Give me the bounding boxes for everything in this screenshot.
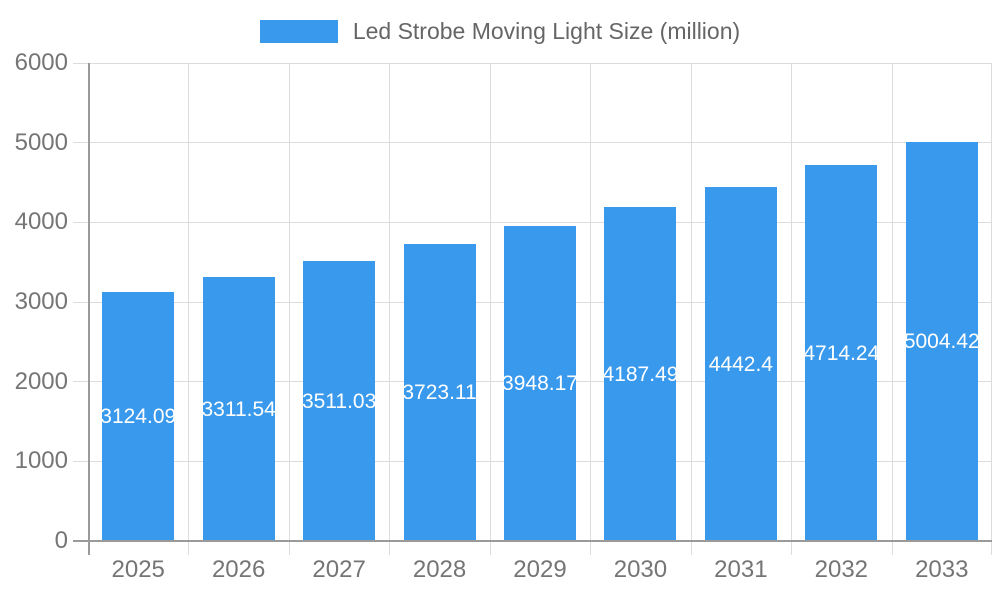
x-axis-line <box>73 539 992 542</box>
y-tick-label: 3000 <box>14 288 68 315</box>
bar-2025[interactable]: 3124.09 <box>102 292 175 541</box>
x-tick-label: 2029 <box>513 556 567 583</box>
legend-swatch-icon <box>259 20 338 43</box>
gridline-vertical <box>590 63 592 555</box>
gridline-vertical <box>188 63 190 555</box>
bar-2029[interactable]: 3948.17 <box>504 226 576 541</box>
y-tick-label: 2000 <box>14 367 68 395</box>
y-tick-label: 5000 <box>14 128 68 156</box>
bar-2033[interactable]: 5004.42 <box>905 142 978 541</box>
bar-value-label: 4714.24 <box>805 341 878 365</box>
x-tick-label: 2028 <box>412 556 467 583</box>
bar-2030[interactable]: 4187.49 <box>604 207 677 541</box>
bar-value-label: 4442.4 <box>708 352 773 376</box>
gridline-vertical <box>891 63 893 555</box>
gridline-horizontal <box>73 62 992 64</box>
bar-2028[interactable]: 3723.11 <box>403 244 476 541</box>
bar-2027[interactable]: 3511.03 <box>303 261 376 541</box>
y-axis-line <box>88 63 90 555</box>
x-tick-label: 2025 <box>111 556 165 583</box>
x-tick-label: 2032 <box>814 556 869 583</box>
y-tick-label: 4000 <box>14 208 68 236</box>
gridline-vertical <box>489 63 491 555</box>
x-tick-label: 2027 <box>312 556 366 583</box>
gridline-horizontal <box>73 142 992 144</box>
y-tick-label: 6000 <box>14 49 68 76</box>
x-tick-label: 2030 <box>613 556 668 583</box>
gridline-vertical <box>991 63 992 555</box>
gridline-vertical <box>389 63 391 555</box>
gridline-vertical <box>690 63 692 555</box>
bar-value-label: 3124.09 <box>102 405 175 429</box>
bar-value-label: 3723.11 <box>403 381 476 405</box>
plot-area: 3124.09 3311.54 3511.03 3723.11 3948.17 4187.… <box>73 62 992 555</box>
legend-label: Led Strobe Moving Light Size (million) <box>352 18 741 44</box>
bar-value-label: 4187.49 <box>604 362 677 386</box>
x-tick-label: 2033 <box>915 556 969 583</box>
bar-2031[interactable]: 4442.4 <box>704 187 777 541</box>
bar-2026[interactable]: 3311.54 <box>202 277 275 541</box>
x-tick-label: 2026 <box>211 556 266 583</box>
bar-value-label: 5004.42 <box>905 330 978 354</box>
bar-value-label: 3511.03 <box>303 389 376 413</box>
chart-legend[interactable]: Led Strobe Moving Light Size (million) <box>0 18 1000 45</box>
x-tick-label: 2031 <box>714 556 768 583</box>
gridline-vertical <box>791 63 793 555</box>
gridline-vertical <box>288 63 290 555</box>
y-tick-label: 0 <box>54 527 68 554</box>
y-tick-label: 1000 <box>14 447 68 475</box>
bar-value-label: 3948.17 <box>504 372 576 396</box>
gridline-horizontal <box>73 221 992 223</box>
bar-2032[interactable]: 4714.24 <box>805 165 878 541</box>
bar-value-label: 3311.54 <box>202 397 275 421</box>
